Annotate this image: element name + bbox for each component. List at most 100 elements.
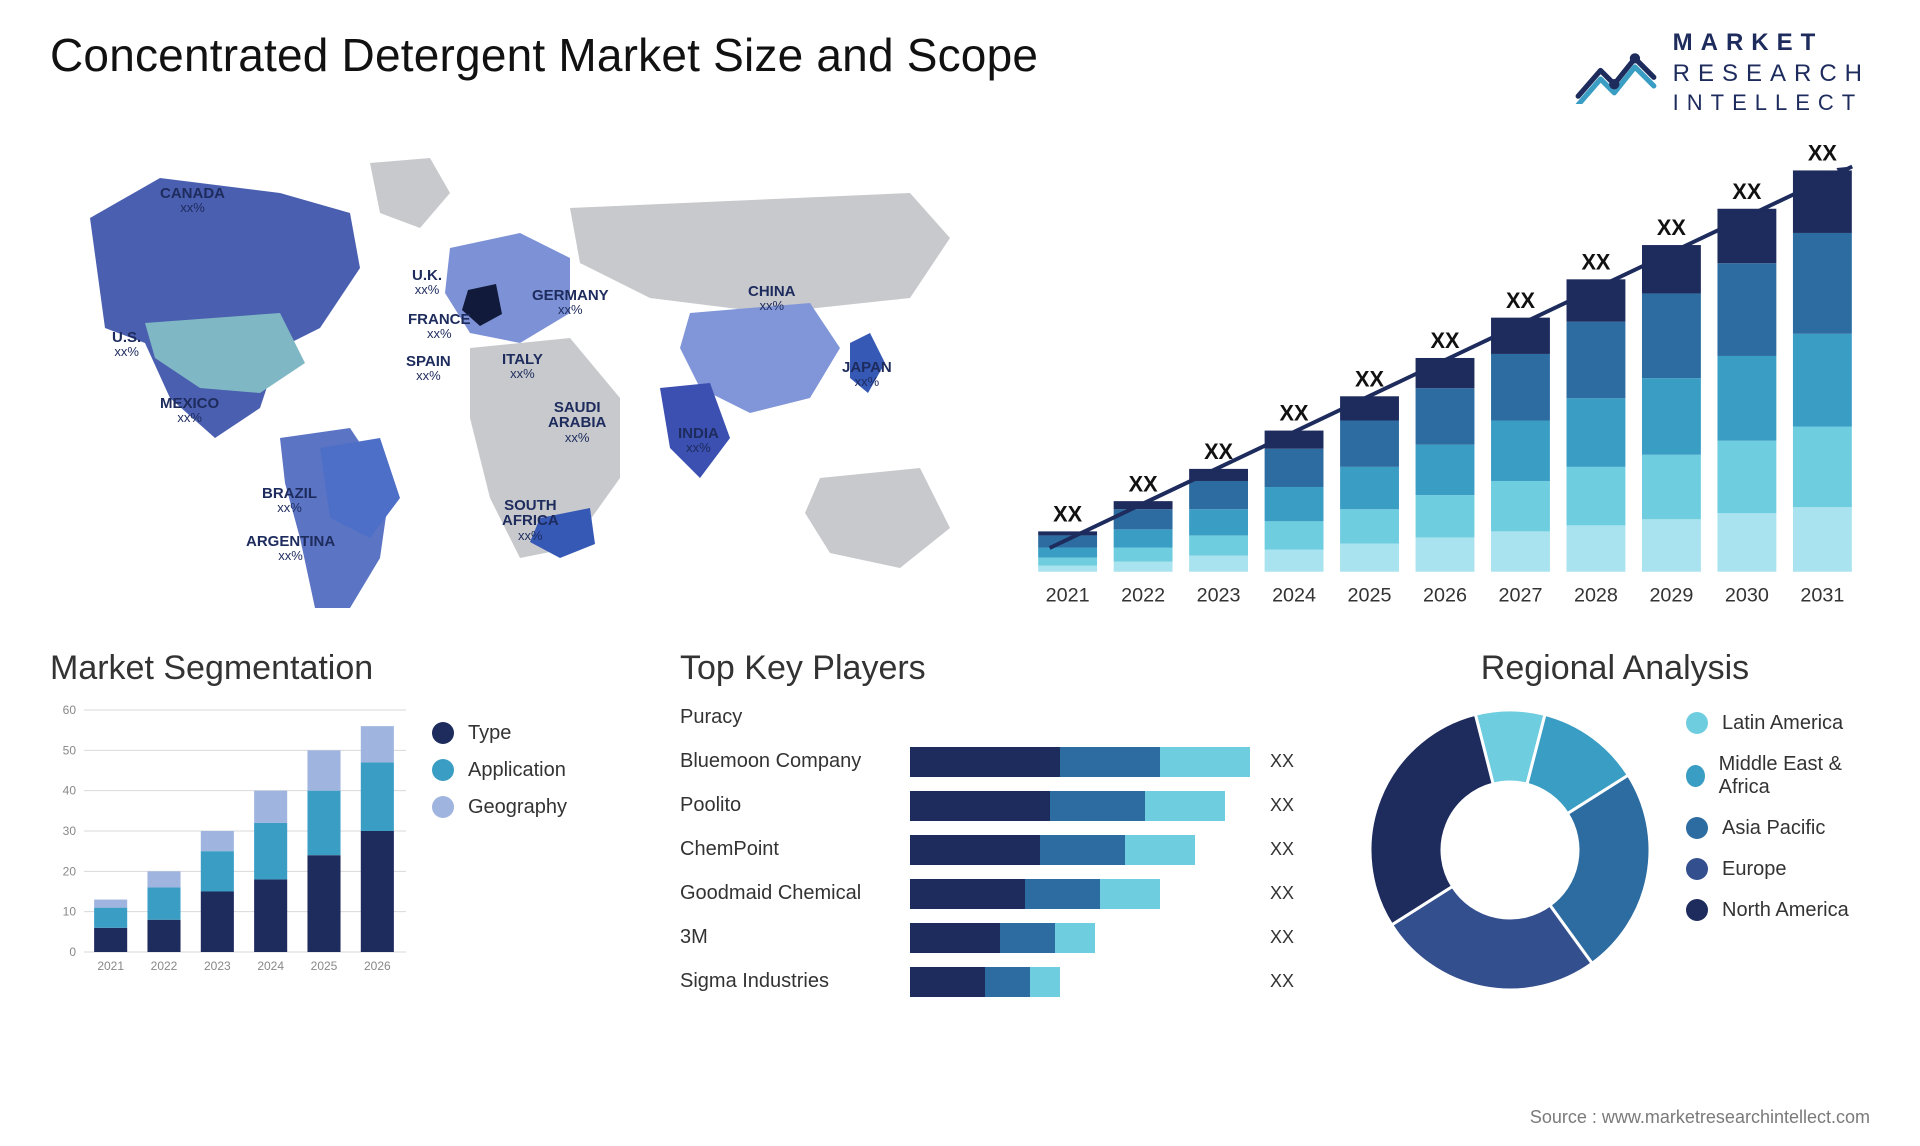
legend-label: Latin America: [1722, 712, 1843, 735]
segmentation-chart: 0102030405060202120222023202420252026: [50, 700, 410, 985]
svg-text:40: 40: [63, 783, 77, 797]
svg-text:2025: 2025: [1348, 584, 1392, 606]
svg-text:2021: 2021: [97, 959, 124, 973]
legend-item: Asia Pacific: [1686, 817, 1870, 840]
svg-text:2026: 2026: [364, 959, 391, 973]
svg-text:XX: XX: [1732, 178, 1761, 203]
players-title: Top Key Players: [680, 649, 1320, 688]
player-bar: [910, 703, 1264, 733]
svg-text:20: 20: [63, 864, 77, 878]
svg-text:2028: 2028: [1574, 584, 1618, 606]
legend-label: Asia Pacific: [1722, 817, 1825, 840]
player-value: XX: [1264, 839, 1320, 860]
svg-text:2026: 2026: [1423, 584, 1467, 606]
svg-text:XX: XX: [1204, 439, 1233, 464]
legend-swatch: [1686, 899, 1708, 921]
legend-swatch: [1686, 858, 1708, 880]
map-label: SAUDIARABIAxx%: [548, 400, 606, 445]
svg-text:XX: XX: [1657, 215, 1686, 240]
world-map: CANADAxx%U.S.xx%MEXICOxx%BRAZILxx%ARGENT…: [50, 138, 990, 618]
player-name: 3M: [680, 926, 910, 949]
svg-text:XX: XX: [1355, 366, 1384, 391]
segmentation-legend: Type Application Geography: [432, 722, 567, 985]
svg-text:XX: XX: [1129, 471, 1158, 496]
legend-swatch: [432, 722, 454, 744]
player-bar: [910, 835, 1264, 865]
logo-text-1: MARKET: [1673, 28, 1870, 59]
legend-item: Middle East & Africa: [1686, 753, 1870, 799]
svg-text:50: 50: [63, 743, 77, 757]
map-label: U.K.xx%: [412, 268, 442, 297]
legend-item: North America: [1686, 899, 1870, 922]
legend-swatch: [1686, 817, 1708, 839]
player-row: ChemPoint XX: [680, 832, 1320, 868]
legend-item: Type: [432, 722, 567, 745]
source-text: Source : www.marketresearchintellect.com: [1530, 1107, 1870, 1128]
map-label: MEXICOxx%: [160, 396, 219, 425]
player-name: Poolito: [680, 794, 910, 817]
logo-mark-icon: [1573, 42, 1659, 104]
legend-label: Middle East & Africa: [1719, 753, 1870, 799]
svg-text:2025: 2025: [311, 959, 338, 973]
brand-logo: MARKET RESEARCH INTELLECT: [1573, 28, 1870, 118]
legend-item: Latin America: [1686, 712, 1870, 735]
player-bar: [910, 791, 1264, 821]
player-value: XX: [1264, 883, 1320, 904]
svg-text:2024: 2024: [257, 959, 284, 973]
svg-text:XX: XX: [1506, 287, 1535, 312]
regional-donut: [1360, 700, 1660, 1005]
svg-text:XX: XX: [1053, 501, 1082, 526]
svg-text:XX: XX: [1581, 249, 1610, 274]
player-bar: [910, 967, 1264, 997]
map-label: ARGENTINAxx%: [246, 534, 335, 563]
map-label: CANADAxx%: [160, 186, 225, 215]
player-value: XX: [1264, 971, 1320, 992]
svg-text:XX: XX: [1280, 400, 1309, 425]
regional-title: Regional Analysis: [1360, 649, 1870, 688]
map-label: JAPANxx%: [842, 360, 892, 389]
legend-label: Type: [468, 722, 511, 745]
legend-label: Geography: [468, 796, 567, 819]
logo-text-2: RESEARCH: [1673, 59, 1870, 90]
map-label: SPAINxx%: [406, 354, 451, 383]
player-row: PoolitoXX: [680, 788, 1320, 824]
forecast-stacked-chart: XX 2021 XX 2022 XX 2023 XX 2024 XX 2025 XX 2026 XX 20…: [1020, 138, 1870, 623]
regional-legend: Latin America Middle East & Africa Asia Pa…: [1686, 712, 1870, 922]
svg-text:0: 0: [69, 945, 76, 959]
legend-label: North America: [1722, 899, 1849, 922]
player-row: Sigma IndustriesXX: [680, 964, 1320, 1000]
segmentation-title: Market Segmentation: [50, 649, 640, 688]
map-label: INDIAxx%: [678, 426, 719, 455]
player-name: Bluemoon Company: [680, 750, 910, 773]
map-label: ITALYxx%: [502, 352, 543, 381]
svg-text:10: 10: [63, 904, 77, 918]
svg-text:2029: 2029: [1649, 584, 1693, 606]
svg-text:60: 60: [63, 703, 77, 717]
legend-swatch: [1686, 765, 1705, 787]
player-name: Goodmaid Chemical: [680, 882, 910, 905]
svg-text:2022: 2022: [1121, 584, 1165, 606]
svg-text:2024: 2024: [1272, 584, 1316, 606]
legend-label: Europe: [1722, 858, 1787, 881]
svg-text:XX: XX: [1808, 140, 1837, 165]
svg-text:30: 30: [63, 824, 77, 838]
logo-text-3: INTELLECT: [1673, 89, 1870, 117]
player-value: XX: [1264, 927, 1320, 948]
svg-text:2027: 2027: [1499, 584, 1543, 606]
svg-text:2021: 2021: [1046, 584, 1090, 606]
svg-text:2031: 2031: [1800, 584, 1844, 606]
svg-text:2022: 2022: [151, 959, 178, 973]
legend-swatch: [432, 759, 454, 781]
legend-item: Europe: [1686, 858, 1870, 881]
players-list: PuracyBluemoon CompanyXXPoolitoXXChemPoi…: [680, 700, 1320, 1000]
legend-swatch: [1686, 712, 1708, 734]
player-value: XX: [1264, 751, 1320, 772]
map-label: U.S.xx%: [112, 330, 141, 359]
player-name: ChemPoint: [680, 838, 910, 861]
legend-item: Geography: [432, 796, 567, 819]
map-label: CHINAxx%: [748, 284, 796, 313]
map-label: SOUTHAFRICAxx%: [502, 498, 559, 543]
map-label: FRANCExx%: [408, 312, 471, 341]
legend-label: Application: [468, 759, 566, 782]
svg-text:2023: 2023: [1197, 584, 1241, 606]
